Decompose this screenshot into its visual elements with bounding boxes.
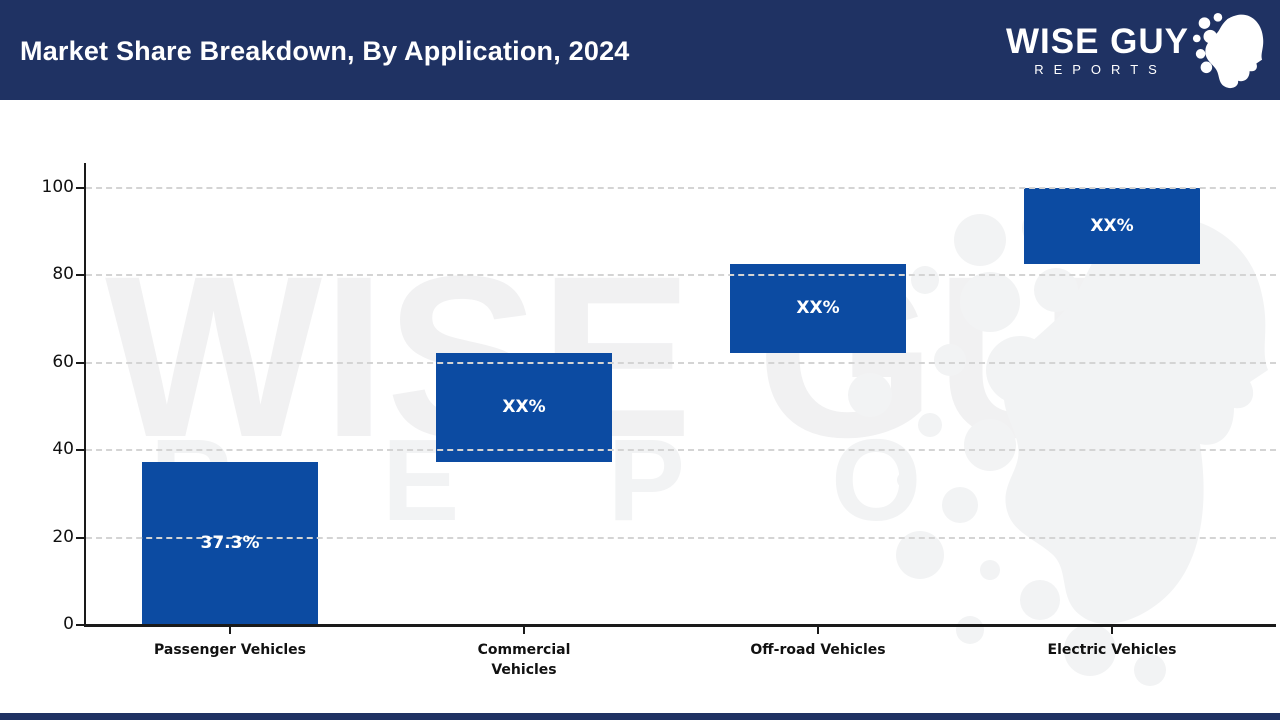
- wise-guy-logo: WISE GUY REPORTS: [1006, 8, 1266, 92]
- logo-head-icon: [1192, 12, 1264, 89]
- y-axis-tick-mark: [76, 536, 84, 539]
- bar-label-commercial-vehicles: XX%: [502, 397, 546, 418]
- gridline-20: [86, 536, 1276, 539]
- bar-label-off-road-vehicles: XX%: [796, 298, 840, 319]
- gridline-80: [86, 274, 1276, 276]
- x-axis-category-label: Off-road Vehicles: [750, 642, 886, 658]
- bar-off-road-vehicles: [730, 264, 906, 353]
- y-axis-tick-label: 60: [52, 351, 74, 372]
- y-axis-tick-mark: [76, 186, 84, 189]
- gridline-100: [86, 186, 1276, 189]
- y-axis-tick-label: 100: [41, 176, 74, 197]
- logo-subtitle: REPORTS: [1034, 61, 1167, 77]
- y-axis-tick-label: 80: [52, 264, 74, 284]
- x-axis-category-label: Commercial Vehicles: [477, 642, 571, 678]
- y-axis-tick-label: 0: [63, 614, 74, 634]
- bar-label-passenger-vehicles: 37.3%: [200, 533, 260, 554]
- gridline-60: [86, 361, 1276, 364]
- y-axis-spine: [84, 163, 86, 627]
- bar-label-electric-vehicles: XX%: [1090, 215, 1134, 236]
- x-axis-tick-mark: [229, 626, 231, 634]
- footer-bar: [0, 713, 1280, 720]
- y-axis-tick-label: 40: [52, 439, 74, 459]
- bar-passenger-vehicles: [142, 461, 318, 625]
- x-axis-tick-mark: [1111, 626, 1113, 634]
- header-bar: Market Share Breakdown, By Application, …: [0, 0, 1280, 100]
- logo-text: WISE GUY REPORTS: [1006, 21, 1190, 77]
- y-axis-tick-mark: [76, 624, 84, 626]
- bar-electric-vehicles: [1024, 187, 1200, 265]
- y-axis-tick-mark: [76, 361, 84, 364]
- x-axis-category-label: Passenger Vehicles: [153, 642, 306, 658]
- y-axis-tick-label: 20: [52, 526, 74, 547]
- y-axis-tick-mark: [76, 449, 84, 451]
- bar-commercial-vehicles: [436, 352, 612, 462]
- x-axis-spine: [84, 624, 1276, 627]
- page-title: Market Share Breakdown, By Application, …: [20, 36, 630, 66]
- logo-wordmark: WISE GUY: [1006, 21, 1190, 61]
- gridline-40: [86, 449, 1276, 451]
- x-axis-category-label: Electric Vehicles: [1047, 642, 1177, 658]
- x-axis-tick-mark: [523, 626, 525, 634]
- x-axis-tick-mark: [817, 626, 819, 634]
- y-axis-tick-mark: [76, 274, 84, 276]
- watermark-head-dots: [848, 210, 1268, 686]
